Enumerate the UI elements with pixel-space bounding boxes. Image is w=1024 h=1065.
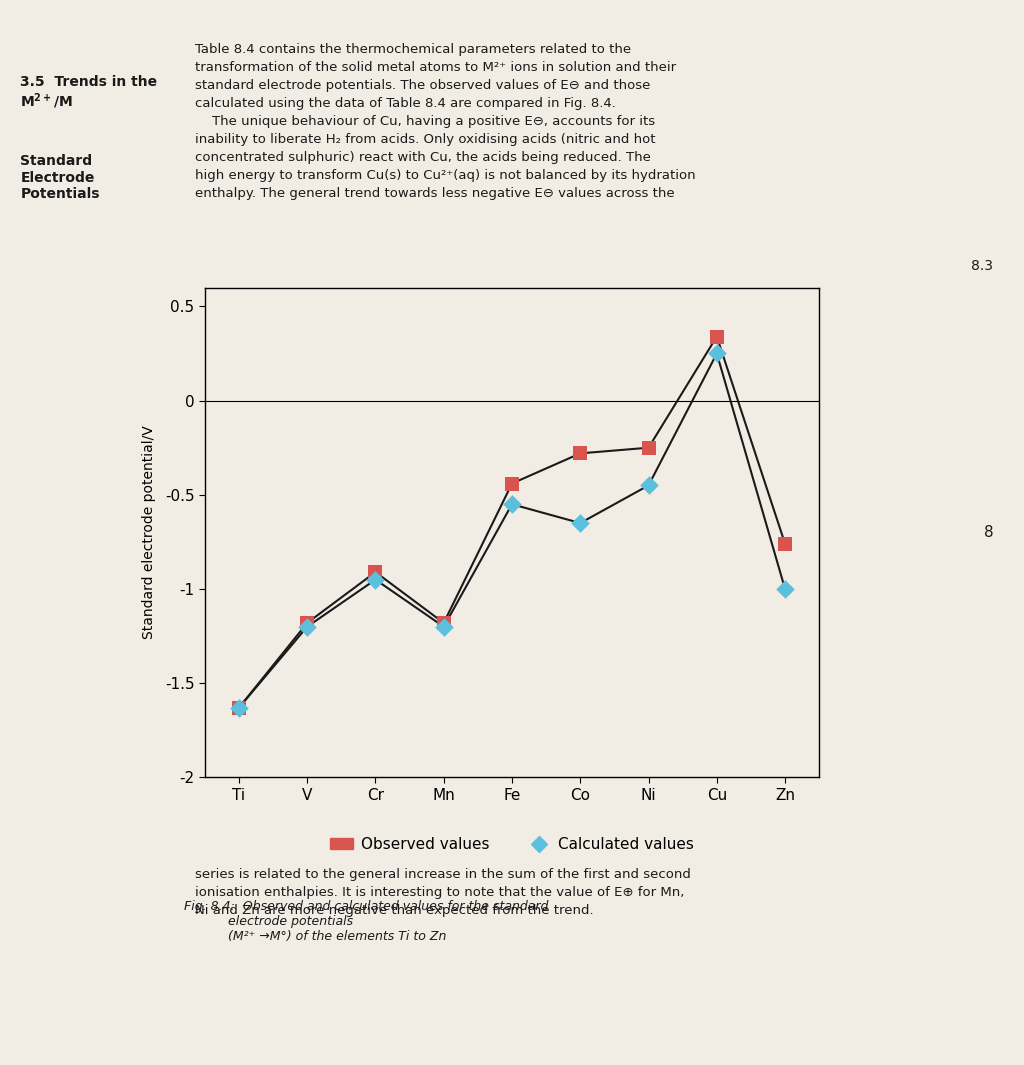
- Point: [435, 618, 452, 635]
- Text: Table 8.4 contains the thermochemical parameters related to the
transformation o: Table 8.4 contains the thermochemical pa…: [195, 43, 695, 199]
- Text: Fig. 8.4:  Observed and calculated values for the standard
           electrode : Fig. 8.4: Observed and calculated values…: [184, 900, 549, 943]
- Point: [572, 445, 589, 462]
- Point: [709, 328, 725, 345]
- Text: 3.5  Trends in the
$\bf{M^{2+}/M}$: 3.5 Trends in the $\bf{M^{2+}/M}$: [20, 75, 158, 111]
- Point: [640, 477, 656, 494]
- Text: series is related to the general increase in the sum of the first and second
ion: series is related to the general increas…: [195, 868, 690, 917]
- Point: [230, 700, 247, 717]
- Point: [230, 700, 247, 717]
- Point: [572, 514, 589, 531]
- Y-axis label: Standard electrode potential/V: Standard electrode potential/V: [142, 426, 157, 639]
- Text: Standard
Electrode
Potentials: Standard Electrode Potentials: [20, 154, 100, 201]
- Point: [777, 536, 794, 553]
- Point: [504, 475, 520, 492]
- Point: [368, 571, 384, 588]
- Point: [299, 615, 315, 632]
- Point: [640, 439, 656, 456]
- Legend: Observed values, Calculated values: Observed values, Calculated values: [324, 831, 700, 858]
- Text: 8.3: 8.3: [972, 259, 993, 274]
- Text: 8: 8: [984, 525, 993, 540]
- Point: [709, 345, 725, 362]
- Point: [777, 580, 794, 597]
- Point: [504, 495, 520, 512]
- Point: [435, 615, 452, 632]
- Point: [299, 618, 315, 635]
- Point: [368, 563, 384, 580]
